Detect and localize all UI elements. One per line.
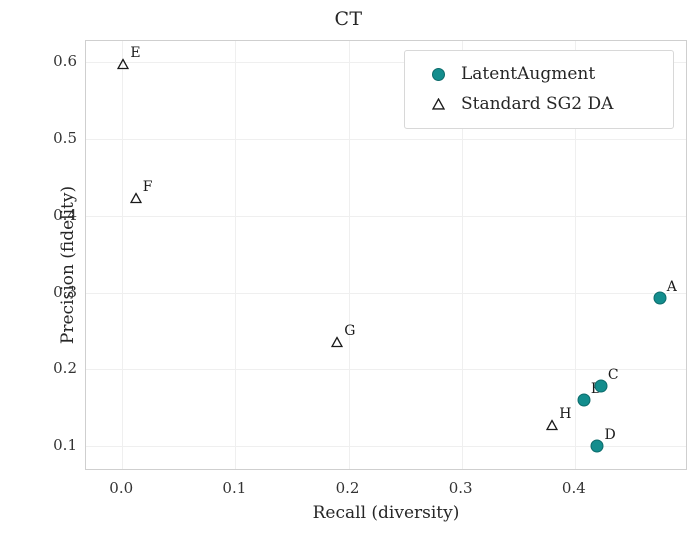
legend-marker-triangle (415, 98, 461, 110)
x-tick-label: 0.4 (561, 479, 586, 497)
circle-marker-icon (653, 291, 667, 305)
legend-triangle-icon (431, 98, 445, 110)
x-axis-title: Recall (diversity) (312, 503, 460, 523)
x-tick-label: 0.0 (109, 479, 134, 497)
data-point-label-E: E (130, 45, 141, 62)
legend-marker-circle (415, 67, 461, 81)
x-tick-label: 0.3 (448, 479, 473, 497)
triangle-marker-icon (129, 192, 142, 204)
data-point-label-G: G (344, 322, 356, 339)
y-tick-label: 0.4 (53, 205, 77, 224)
data-point-label-A: A (666, 278, 677, 295)
circle-marker-icon (590, 439, 604, 453)
data-point-G[interactable] (331, 332, 344, 351)
data-point-F[interactable] (129, 188, 142, 207)
y-tick-label: 0.6 (53, 51, 77, 70)
data-point-label-F: F (142, 178, 153, 195)
y-tick-label: 0.1 (53, 436, 77, 455)
data-point-B[interactable] (577, 393, 591, 407)
x-tick-label: 0.2 (335, 479, 360, 497)
gridline-x-0.0 (122, 41, 124, 469)
y-tick-label: 0.5 (53, 128, 77, 147)
triangle-marker-icon (331, 335, 344, 347)
circle-marker-icon (577, 393, 591, 407)
data-point-E[interactable] (117, 55, 130, 74)
y-axis-title: Precision (fidelity) (58, 185, 78, 345)
circle-marker-icon (594, 379, 608, 393)
legend-item-2[interactable]: Standard SG2 DA (415, 89, 663, 119)
x-tick-label: 0.1 (222, 479, 247, 497)
y-tick-label: 0.3 (53, 282, 77, 301)
data-point-A[interactable] (653, 291, 667, 305)
legend-circle-icon (431, 67, 445, 81)
gridline-y-0.1 (86, 446, 686, 448)
triangle-marker-icon (117, 58, 130, 70)
legend-label: LatentAugment (461, 64, 596, 84)
data-point-label-H: H (559, 405, 572, 422)
gridline-x-0.1 (235, 41, 237, 469)
gridline-y-0.5 (86, 138, 686, 140)
gridline-y-0.3 (86, 292, 686, 294)
data-point-label-D: D (604, 427, 616, 444)
gridline-x-0.2 (348, 41, 350, 469)
y-tick-label: 0.2 (53, 359, 77, 378)
legend-label: Standard SG2 DA (461, 94, 614, 114)
chart-title: CT (334, 8, 363, 30)
gridline-y-0.6 (86, 61, 686, 63)
data-point-D[interactable] (590, 439, 604, 453)
data-point-label-C: C (607, 367, 619, 384)
data-point-C[interactable] (594, 379, 608, 393)
legend: LatentAugment Standard SG2 DA (404, 50, 674, 129)
data-point-H[interactable] (546, 415, 559, 434)
gridline-y-0.4 (86, 215, 686, 217)
gridline-x-0.4 (574, 41, 576, 469)
legend-item-1[interactable]: LatentAugment (415, 59, 663, 89)
gridline-x-0.3 (461, 41, 463, 469)
triangle-marker-icon (546, 418, 559, 430)
gridline-y-0.2 (86, 369, 686, 371)
